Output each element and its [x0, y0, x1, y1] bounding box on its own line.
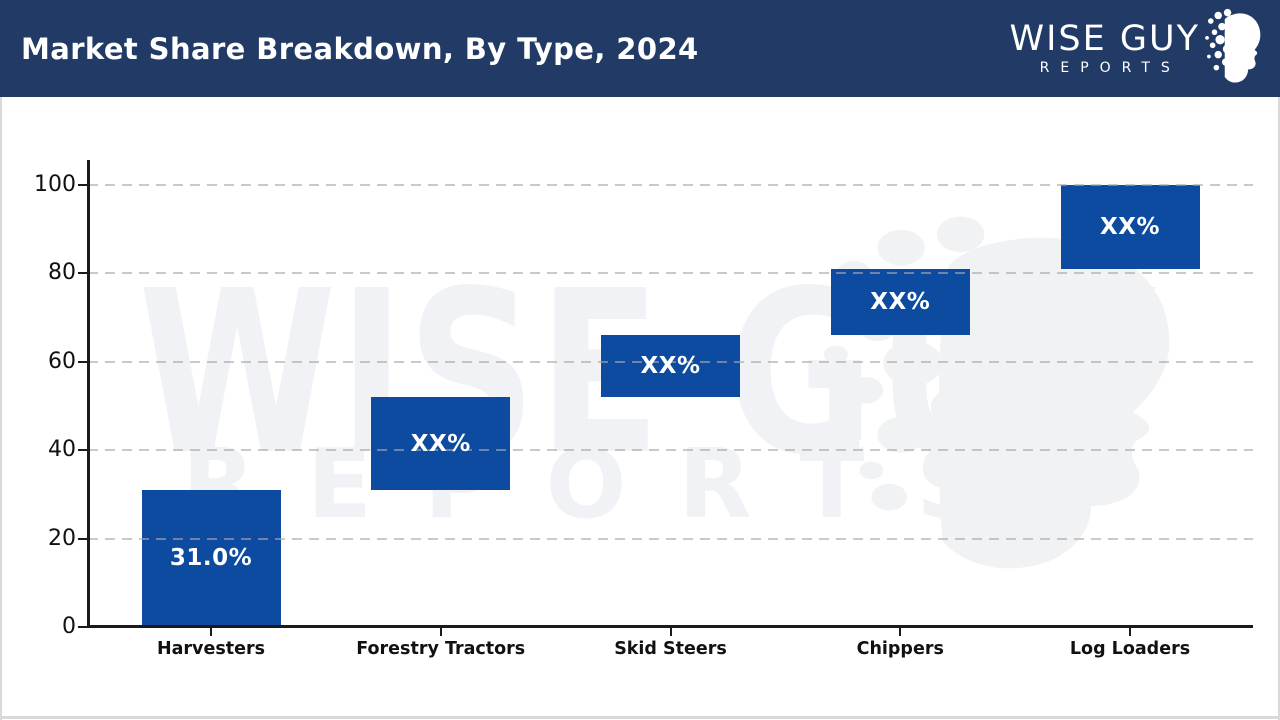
- logo-wordmark: WISE GUY REPORTS: [1009, 21, 1200, 77]
- gridline-20: [88, 537, 1253, 540]
- bar-value-label-skid-steers: XX%: [640, 353, 701, 380]
- canvas-border-left: [0, 97, 2, 720]
- canvas-border-right: [1278, 97, 1280, 720]
- x-tick-harvesters: [210, 628, 212, 636]
- bar-harvesters: [141, 489, 281, 627]
- bar-log-loaders: [1060, 185, 1200, 269]
- y-axis-line: [87, 160, 90, 628]
- y-tick-label-40: 40: [48, 437, 76, 463]
- x-tick-chippers: [899, 628, 902, 636]
- y-tick-mark-20: [78, 537, 87, 540]
- watermark-text-reports: REPORTS: [182, 430, 1037, 540]
- logo-text-reports: REPORTS: [1039, 59, 1181, 76]
- header-bar: Market Share Breakdown, By Type, 2024 WI…: [0, 0, 1280, 97]
- bar-chippers: [830, 268, 970, 336]
- bar-skid-steers: [601, 335, 740, 398]
- y-tick-mark-60: [78, 360, 87, 363]
- x-label-forestry-tractors: Forestry Tractors: [356, 639, 526, 659]
- x-label-chippers: Chippers: [856, 639, 944, 659]
- bar-value-label-forestry-tractors: XX%: [410, 430, 471, 457]
- chart-title: Market Share Breakdown, By Type, 2024: [21, 31, 699, 66]
- bar-value-label-harvesters: 31.0%: [169, 545, 253, 572]
- x-tick-log-loaders: [1129, 628, 1131, 636]
- x-label-skid-steers: Skid Steers: [614, 639, 727, 659]
- y-tick-mark-40: [78, 449, 87, 452]
- bar-value-label-chippers: XX%: [870, 289, 931, 316]
- y-tick-label-0: 0: [62, 614, 76, 639]
- x-axis-line: [87, 625, 1253, 628]
- y-tick-label-60: 60: [48, 348, 76, 374]
- y-tick-label-100: 100: [34, 172, 76, 197]
- gridline-100: [88, 184, 1253, 186]
- watermark-face-icon: [823, 216, 1170, 569]
- y-tick-mark-80: [78, 272, 87, 275]
- gridline-80: [88, 272, 1253, 275]
- y-tick-label-80: 80: [48, 260, 76, 286]
- y-tick-mark-100: [78, 184, 87, 186]
- x-label-harvesters: Harvesters: [156, 639, 266, 659]
- wiseguy-face-icon: [1205, 8, 1261, 83]
- canvas-border-bottom: [0, 716, 1280, 719]
- x-label-log-loaders: Log Loaders: [1069, 639, 1191, 659]
- bar-forestry-tractors: [371, 397, 511, 490]
- gridline-40: [88, 449, 1253, 452]
- logo-text-wiseguy: WISE GUY: [1009, 18, 1200, 59]
- x-tick-forestry-tractors: [439, 628, 442, 636]
- x-tick-skid-steers: [669, 628, 672, 636]
- wiseguy-logo: WISE GUY REPORTS: [1009, 8, 1280, 90]
- y-tick-mark-0: [78, 626, 87, 628]
- bar-value-label-log-loaders: XX%: [1099, 213, 1160, 240]
- gridline-60: [88, 360, 1253, 363]
- y-tick-label-20: 20: [48, 525, 76, 551]
